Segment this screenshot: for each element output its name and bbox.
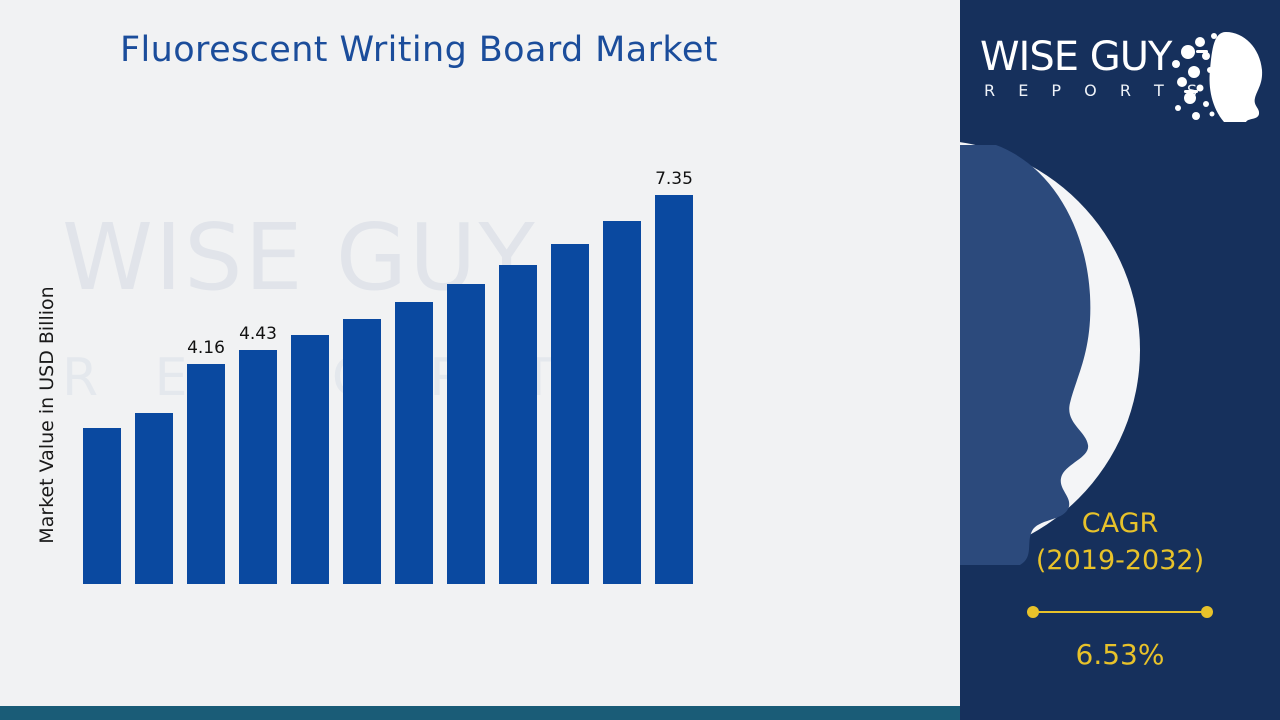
divider-line — [1033, 610, 1207, 613]
cagr-label: CAGR — [1081, 508, 1159, 539]
bar-value-label-2024: 4.43 — [239, 323, 277, 344]
bar-value-label-2032: 7.35 — [655, 169, 693, 189]
chart-panel: WISE GUY R E P O R T S Fluorescent Writi… — [36, 30, 940, 584]
cagr-period: (2019-2032) — [1035, 545, 1205, 577]
bar-rect-2028 — [447, 284, 485, 584]
chart-title: Fluorescent Writing Board Market — [120, 30, 718, 70]
bar-rect-2027 — [395, 302, 433, 584]
bar-rect-2023 — [187, 363, 225, 584]
divider-dot-right — [1201, 605, 1213, 618]
cagr-value: 6.53% — [1075, 637, 1165, 671]
logo-secondary-text: R E P O R T S — [984, 81, 1207, 100]
cagr-block: CAGR (2019-2032) 6.53% — [960, 505, 1280, 671]
cagr-divider — [1027, 605, 1213, 618]
cagr-side-panel: WISE GUY R E P O R T S — [960, 0, 1280, 720]
bar-rect-2024 — [239, 349, 277, 584]
bar-value-label-2023: 4.16 — [187, 337, 225, 358]
y-axis-label: Market Value in USD Billion — [36, 286, 58, 544]
bar-rect-2032 — [655, 195, 693, 584]
head-profile-silhouette — [960, 145, 1091, 565]
bar-rect-2031 — [603, 221, 641, 584]
company-logo: WISE GUY R E P O R T S — [974, 32, 1264, 124]
logo-primary-text: WISE GUY — [980, 34, 1172, 80]
bar-rect-2029 — [499, 264, 537, 584]
bar-rect-2030 — [551, 244, 589, 584]
bar-rect-2026 — [343, 319, 381, 584]
bar-rect-2019 — [135, 413, 173, 584]
logo-head-icon — [1172, 32, 1263, 122]
bar-rect-2025 — [291, 335, 329, 584]
plot-area: 201820194.1620234.4320242025202620272028… — [60, 150, 940, 584]
bar-rect-2018 — [83, 427, 121, 584]
bottom-accent-strip — [0, 706, 960, 720]
